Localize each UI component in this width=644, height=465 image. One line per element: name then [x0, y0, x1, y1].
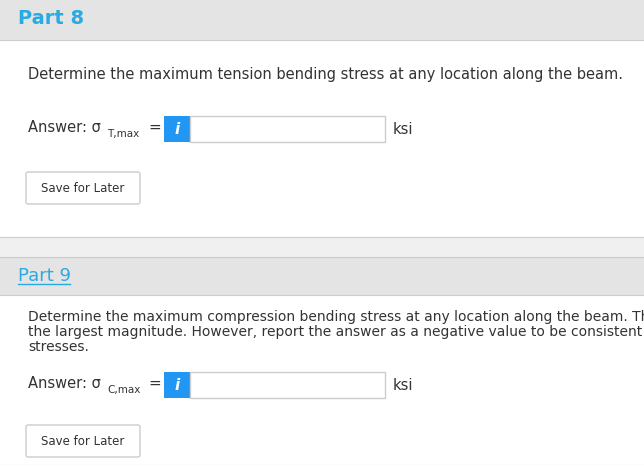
- Text: Save for Later: Save for Later: [41, 181, 125, 194]
- Text: C,max: C,max: [107, 385, 140, 395]
- Text: T,max: T,max: [107, 129, 139, 139]
- Text: Part 9: Part 9: [18, 267, 71, 285]
- Text: the largest magnitude. However, report the answer as a negative value to be cons: the largest magnitude. However, report t…: [28, 325, 644, 339]
- Text: i: i: [175, 121, 180, 137]
- FancyBboxPatch shape: [190, 372, 385, 398]
- Text: =: =: [148, 376, 161, 391]
- FancyBboxPatch shape: [164, 116, 190, 142]
- FancyBboxPatch shape: [0, 40, 644, 237]
- Text: Determine the maximum tension bending stress at any location along the beam.: Determine the maximum tension bending st…: [28, 67, 623, 82]
- FancyBboxPatch shape: [190, 116, 385, 142]
- FancyBboxPatch shape: [0, 295, 644, 465]
- Text: Part 8: Part 8: [18, 9, 84, 28]
- Text: Answer: σ: Answer: σ: [28, 376, 101, 391]
- Text: ksi: ksi: [393, 378, 413, 392]
- FancyBboxPatch shape: [0, 0, 644, 40]
- Text: =: =: [148, 120, 161, 134]
- FancyBboxPatch shape: [26, 425, 140, 457]
- Text: stresses.: stresses.: [28, 340, 89, 354]
- Text: Determine the maximum compression bending stress at any location along the beam.: Determine the maximum compression bendin…: [28, 310, 644, 324]
- FancyBboxPatch shape: [164, 372, 190, 398]
- Text: Save for Later: Save for Later: [41, 434, 125, 447]
- Text: i: i: [175, 378, 180, 392]
- Text: ksi: ksi: [393, 121, 413, 137]
- FancyBboxPatch shape: [0, 257, 644, 295]
- Text: Answer: σ: Answer: σ: [28, 120, 101, 134]
- FancyBboxPatch shape: [26, 172, 140, 204]
- FancyBboxPatch shape: [0, 237, 644, 257]
